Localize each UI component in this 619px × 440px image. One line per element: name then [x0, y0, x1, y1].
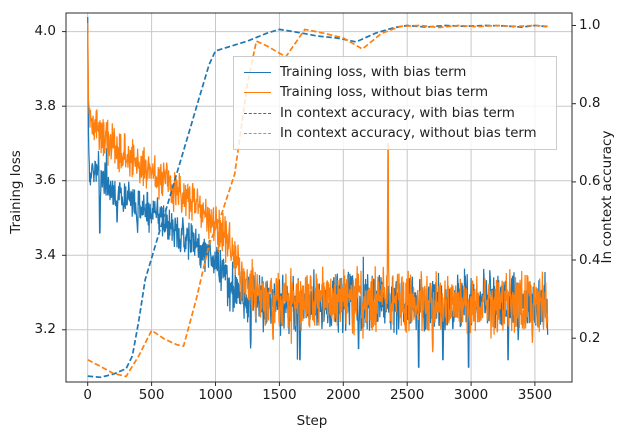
x-tick-label: 3500	[517, 387, 553, 403]
x-tick-label: 500	[138, 387, 165, 403]
y-tick-label-left: 3.6	[34, 172, 56, 189]
legend-line-sample-dashed-blue	[244, 112, 271, 114]
x-tick-label: 0	[83, 387, 93, 403]
x-tick-label: 1500	[262, 387, 297, 403]
plot-frame	[65, 12, 573, 383]
series-line-training-loss-with-bias	[87, 16, 549, 368]
legend: Training loss, with bias term Training l…	[233, 56, 557, 150]
y-tick-label-left: 3.4	[34, 246, 56, 263]
y-tick-label-right: 0.6	[579, 173, 601, 190]
legend-label: In context accuracy, with bias term	[280, 105, 515, 121]
x-tick-label: 2500	[389, 387, 425, 403]
y-tick-label-right: 0.8	[579, 95, 601, 112]
legend-label: Training loss, with bias term	[280, 64, 467, 80]
y-tick-label-left: 3.2	[34, 321, 56, 338]
y-axis-label-right: In context accuracy	[599, 130, 615, 264]
legend-item-training-loss-without-bias: Training loss, without bias term	[244, 84, 550, 102]
x-axis-label: Step	[296, 413, 328, 429]
legend-item-accuracy-without-bias: In context accuracy, without bias term	[244, 125, 550, 143]
tick-marks	[62, 25, 576, 386]
series-line-in-context-accuracy-with-bias	[87, 24, 548, 379]
y-tick-label-left: 3.8	[34, 97, 56, 114]
x-tick-label: 1000	[198, 387, 233, 403]
y-tick-label-right: 1.0	[579, 17, 601, 33]
legend-item-accuracy-with-bias: In context accuracy, with bias term	[244, 104, 550, 122]
series-line-in-context-accuracy-without-bias	[87, 24, 548, 378]
legend-item-training-loss-with-bias: Training loss, with bias term	[244, 63, 550, 81]
y-tick-label-left: 4.0	[34, 23, 56, 40]
y-tick-label-right: 0.2	[579, 329, 601, 346]
series-line-training-loss-without-bias	[87, 22, 549, 353]
y-axis-label-left: Training loss	[8, 150, 24, 234]
legend-line-sample-solid-blue	[244, 71, 271, 73]
y-tick-label-right: 0.4	[579, 251, 601, 268]
x-tick-label: 3000	[453, 387, 489, 403]
legend-line-sample-dashed-orange	[244, 133, 271, 135]
x-tick-label: 2000	[326, 387, 361, 403]
legend-label: In context accuracy, without bias term	[280, 126, 537, 142]
legend-label: Training loss, without bias term	[280, 85, 489, 101]
legend-line-sample-solid-orange	[244, 92, 271, 94]
